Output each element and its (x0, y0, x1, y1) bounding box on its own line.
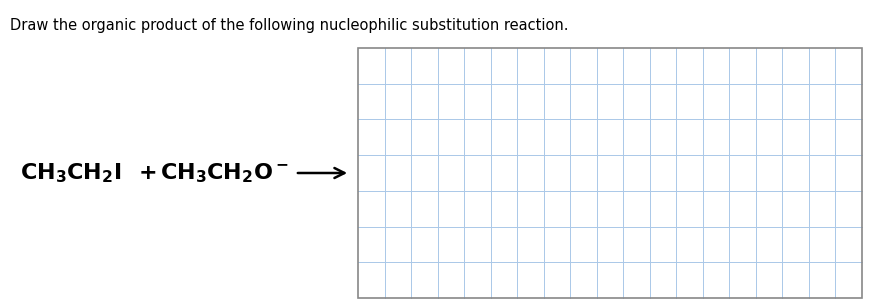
Text: Draw the organic product of the following nucleophilic substitution reaction.: Draw the organic product of the followin… (10, 18, 569, 33)
Bar (358, 48, 862, 298)
Text: $\mathbf{CH_3CH_2I}$: $\mathbf{CH_3CH_2I}$ (20, 161, 121, 185)
Text: $\mathbf{+}$: $\mathbf{+}$ (138, 163, 156, 183)
Text: $\mathbf{CH_3CH_2O^-}$: $\mathbf{CH_3CH_2O^-}$ (160, 161, 289, 185)
